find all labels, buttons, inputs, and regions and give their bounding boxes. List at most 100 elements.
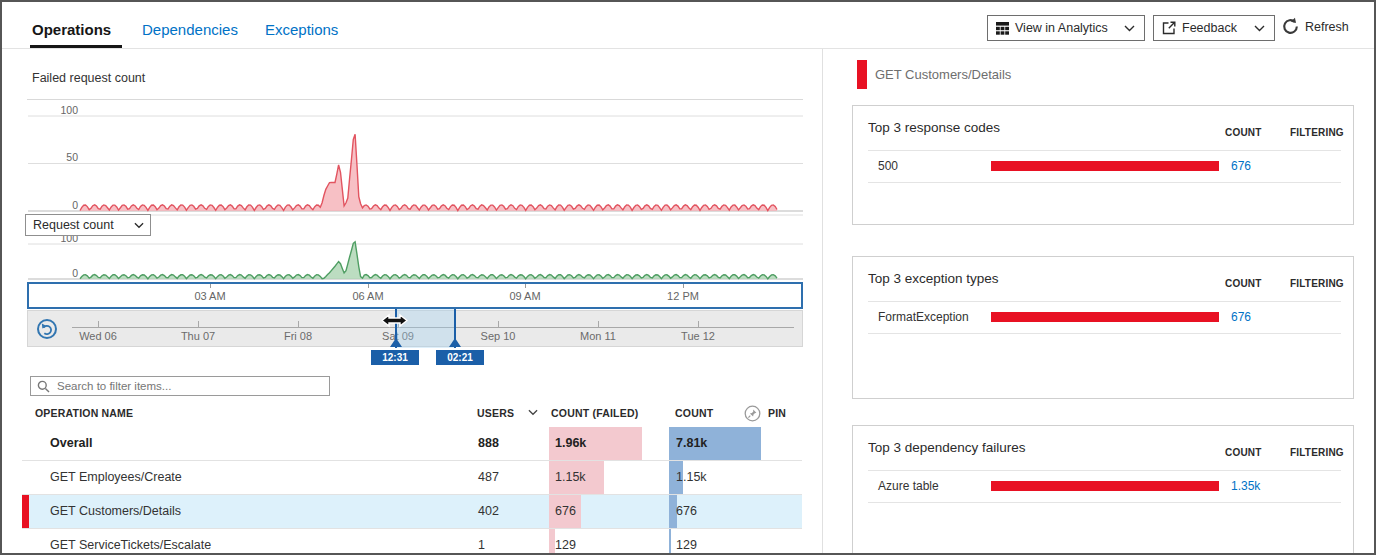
feedback-label: Feedback [1176,21,1254,35]
time-axis-label: 03 AM [194,290,225,302]
failure-bar [991,481,1219,491]
card-row[interactable]: Azure table 1.35k [853,471,1353,501]
axis-tick [368,284,369,288]
table-row-overall[interactable]: Overall 888 1.96k 7.81k [22,427,802,461]
failed-count-value: 129 [555,529,576,555]
count-bar [669,529,671,555]
day-label: Sep 10 [481,330,516,342]
failure-bar [991,312,1219,322]
failed-request-chart: 0 50 100 [28,100,803,218]
svg-text:50: 50 [66,151,78,163]
request-count-chart: 0100 [28,234,803,282]
external-link-icon [1162,21,1176,35]
view-in-analytics-button[interactable]: View in Analytics [987,15,1145,41]
time-axis-label: 06 AM [352,290,383,302]
count-value: 1.15k [676,461,707,494]
card-title: Top 3 response codes [868,120,1000,135]
reset-zoom-icon[interactable] [36,318,58,340]
svg-text:0: 0 [72,199,78,211]
day-label: Fri 08 [284,330,312,342]
day-tick [98,321,99,327]
card-top-exception-types: Top 3 exception types COUNT FILTERING Fo… [852,256,1354,399]
card-top-response-codes: Top 3 response codes COUNT FILTERING 500… [852,105,1354,225]
card-title: Top 3 dependency failures [868,440,1026,455]
day-label: Wed 06 [79,330,117,342]
col-count: COUNT [1225,127,1262,138]
count-link[interactable]: 676 [1231,151,1251,181]
sort-chevron-down-icon[interactable] [528,409,538,416]
resize-cursor [381,313,408,328]
col-users[interactable]: USERS [477,407,514,419]
failures-blade: Operations Dependencies Exceptions View … [0,0,1376,555]
day-tick [598,321,599,327]
day-tick [498,321,499,327]
selected-row-indicator [22,495,29,528]
svg-text:0: 0 [72,267,78,279]
operation-name: GET Employees/Create [50,461,182,494]
users-value: 1 [478,529,485,555]
day-label: Tue 12 [681,330,715,342]
operations-table-header: OPERATION NAME USERS COUNT (FAILED) COUN… [22,400,802,428]
refresh-button[interactable]: Refresh [1281,17,1349,36]
failed-request-count-title: Failed request count [32,71,145,85]
range-start-chip: 12:31 [371,350,419,365]
card-divider [868,502,1341,503]
exception-type-label: FormatException [878,302,969,332]
card-row[interactable]: FormatException 676 [853,302,1353,332]
table-row-selected[interactable]: GET Customers/Details 402 676 676 [22,495,802,529]
range-start-handle[interactable] [390,338,402,347]
card-top-dependency-failures: Top 3 dependency failures COUNT FILTERIN… [852,425,1354,554]
metric-selector-label: Request count [26,218,134,232]
col-filtering: FILTERING [1290,127,1344,138]
svg-text:100: 100 [60,104,78,116]
selected-operation-indicator [857,60,867,89]
card-title: Top 3 exception types [868,271,999,286]
tab-dependencies[interactable]: Dependencies [142,21,238,38]
col-pin: PIN [768,407,786,419]
col-count[interactable]: COUNT [675,407,713,419]
col-count-failed[interactable]: COUNT (FAILED) [551,407,638,419]
day-label: Mon 11 [580,330,616,342]
range-end-handle[interactable] [449,338,461,347]
chevron-down-icon [1124,25,1135,32]
selected-operation-title: GET Customers/Details [875,67,1011,82]
table-row[interactable]: GET ServiceTickets/Escalate 1 129 129 [22,529,802,555]
operations-table: Overall 888 1.96k 7.81k GET Employees/Cr… [22,427,802,555]
count-value: 7.81k [676,427,707,460]
table-row[interactable]: GET Employees/Create 487 1.15k 1.15k [22,461,802,495]
header-divider [2,48,1374,49]
metric-selector-dropdown[interactable]: Request count [25,214,151,236]
card-divider [868,333,1341,334]
failure-bar [991,161,1219,171]
operation-name: GET Customers/Details [50,495,181,528]
refresh-icon [1281,17,1300,36]
operation-name: GET ServiceTickets/Escalate [50,529,211,555]
filter-search-box[interactable] [30,376,330,396]
count-link[interactable]: 676 [1231,302,1251,332]
day-tick [298,321,299,327]
pin-icon[interactable] [744,405,761,422]
view-in-analytics-label: View in Analytics [1009,21,1124,35]
tab-operations[interactable]: Operations [32,21,111,38]
time-axis-label: 12 PM [667,290,699,302]
tab-exceptions[interactable]: Exceptions [265,21,338,38]
range-end-chip: 02:21 [436,350,484,365]
search-input[interactable] [55,379,329,393]
time-window-box: 03 AM 06 AM 09 AM 12 PM [27,282,803,309]
chevron-down-icon [134,222,144,229]
analytics-grid-icon [996,22,1009,35]
failed-count-value: 1.96k [555,427,586,460]
users-value: 487 [478,461,499,494]
day-tick [698,321,699,327]
card-divider [868,182,1341,183]
count-value: 676 [676,495,697,528]
axis-tick [525,284,526,288]
day-label: Thu 07 [181,330,215,342]
time-range-brush[interactable]: Wed 06 Thu 07 Fri 08 Sat 09 Sep 10 Mon 1… [27,310,803,347]
users-value: 888 [478,427,499,460]
card-row[interactable]: 500 676 [853,151,1353,181]
dependency-label: Azure table [878,471,939,501]
feedback-button[interactable]: Feedback [1153,15,1275,41]
refresh-label: Refresh [1305,20,1349,34]
count-link[interactable]: 1.35k [1231,471,1260,501]
